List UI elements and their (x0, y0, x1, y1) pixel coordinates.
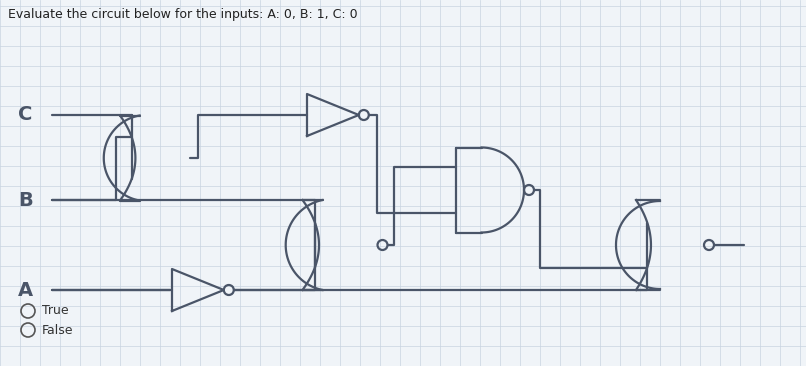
Text: B: B (18, 190, 33, 209)
Text: True: True (42, 305, 69, 317)
Text: False: False (42, 324, 73, 336)
Text: C: C (18, 105, 32, 124)
Text: A: A (18, 280, 33, 299)
Text: Evaluate the circuit below for the inputs: A: 0, B: 1, C: 0: Evaluate the circuit below for the input… (8, 8, 358, 21)
